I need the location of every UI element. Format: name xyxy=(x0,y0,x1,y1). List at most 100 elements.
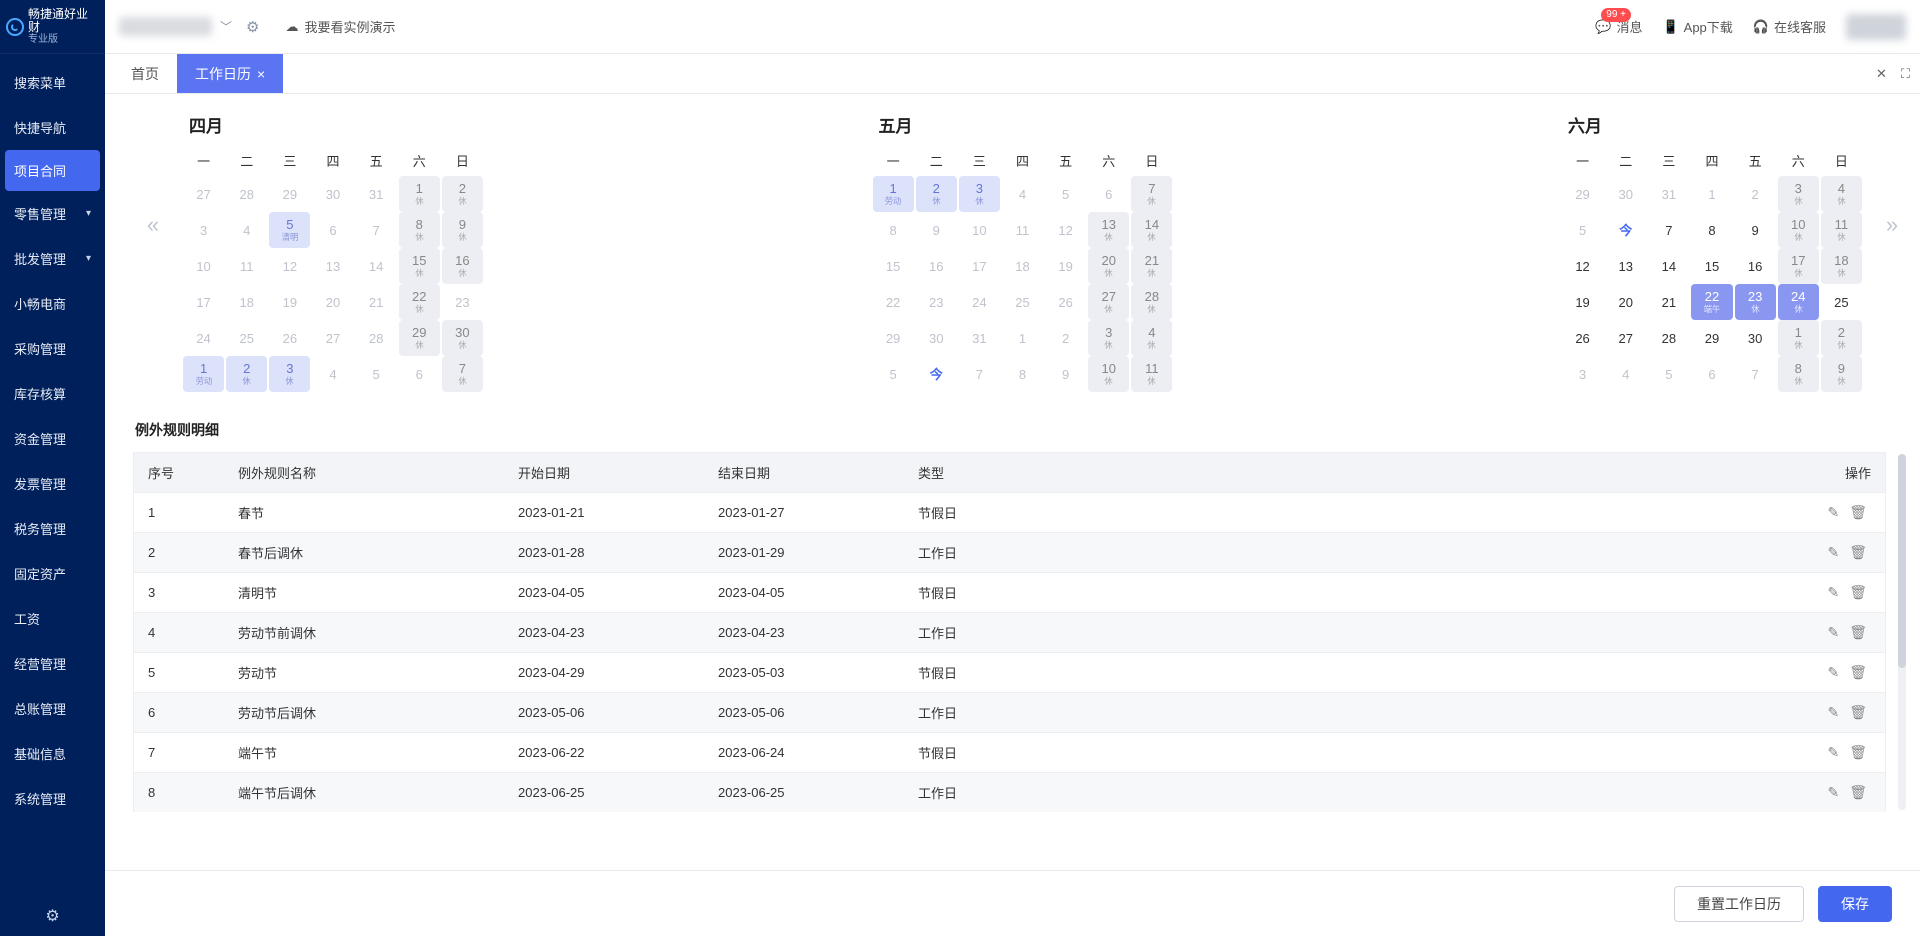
calendar-day[interactable]: 今 xyxy=(916,356,957,392)
sidebar-item[interactable]: 税务管理 xyxy=(0,506,105,551)
calendar-day[interactable]: 7 xyxy=(1735,356,1776,392)
sidebar-item[interactable]: 项目合同 xyxy=(5,150,100,191)
calendar-day[interactable]: 14 xyxy=(1648,248,1689,284)
calendar-day[interactable]: 31 xyxy=(1648,176,1689,212)
calendar-day[interactable]: 17 xyxy=(959,248,1000,284)
calendar-day[interactable]: 8休 xyxy=(399,212,440,248)
calendar-day[interactable]: 5 xyxy=(1562,212,1603,248)
calendar-day[interactable]: 5 xyxy=(873,356,914,392)
calendar-day[interactable]: 25 xyxy=(1821,284,1862,320)
calendar-day[interactable]: 26 xyxy=(1045,284,1086,320)
calendar-day[interactable]: 4 xyxy=(1605,356,1646,392)
calendar-day[interactable]: 9休 xyxy=(1821,356,1862,392)
fullscreen-icon[interactable]: ⛶ xyxy=(1901,66,1910,82)
user-avatar-blurred[interactable] xyxy=(1846,14,1906,40)
calendar-day[interactable]: 29 xyxy=(1562,176,1603,212)
calendar-day[interactable]: 1劳动 xyxy=(873,176,914,212)
calendar-day[interactable]: 6 xyxy=(1088,176,1129,212)
calendar-day[interactable]: 10 xyxy=(959,212,1000,248)
calendar-day[interactable]: 28 xyxy=(356,320,397,356)
calendar-day[interactable]: 31 xyxy=(356,176,397,212)
calendar-day[interactable]: 25 xyxy=(226,320,267,356)
calendar-day[interactable]: 6 xyxy=(312,212,353,248)
calendar-day[interactable]: 21休 xyxy=(1131,248,1172,284)
calendar-day[interactable]: 30 xyxy=(916,320,957,356)
calendar-day[interactable]: 11休 xyxy=(1131,356,1172,392)
calendar-day[interactable]: 1休 xyxy=(1778,320,1819,356)
calendar-day[interactable]: 13 xyxy=(312,248,353,284)
calendar-day[interactable]: 19 xyxy=(1045,248,1086,284)
delete-icon[interactable]: 🗑 xyxy=(1849,784,1867,801)
calendar-day[interactable]: 4 xyxy=(312,356,353,392)
calendar-day[interactable]: 16休 xyxy=(442,248,483,284)
delete-icon[interactable]: 🗑 xyxy=(1849,704,1867,721)
calendar-day[interactable]: 19 xyxy=(269,284,310,320)
sidebar-item[interactable]: 资金管理 xyxy=(0,416,105,461)
rules-scrollbar[interactable] xyxy=(1898,454,1906,810)
calendar-day[interactable]: 30休 xyxy=(442,320,483,356)
edit-icon[interactable]: ✎ xyxy=(1827,664,1839,681)
calendar-day[interactable]: 5 xyxy=(1648,356,1689,392)
calendar-day[interactable]: 1劳动 xyxy=(183,356,224,392)
calendar-day[interactable]: 16 xyxy=(916,248,957,284)
delete-icon[interactable]: 🗑 xyxy=(1849,624,1867,641)
customer-service-button[interactable]: 🎧 在线客服 xyxy=(1753,17,1826,36)
calendar-day[interactable]: 23休 xyxy=(1735,284,1776,320)
calendar-day[interactable]: 19 xyxy=(1562,284,1603,320)
calendar-day[interactable]: 9 xyxy=(1735,212,1776,248)
calendar-day[interactable]: 12 xyxy=(1045,212,1086,248)
calendar-day[interactable]: 4 xyxy=(226,212,267,248)
calendar-day[interactable]: 8 xyxy=(1691,212,1732,248)
calendar-day[interactable]: 12 xyxy=(1562,248,1603,284)
calendar-day[interactable]: 15 xyxy=(1691,248,1732,284)
calendar-day[interactable]: 3休 xyxy=(959,176,1000,212)
calendar-day[interactable]: 1 xyxy=(1691,176,1732,212)
calendar-day[interactable]: 6 xyxy=(1691,356,1732,392)
calendar-day[interactable]: 1 xyxy=(1002,320,1043,356)
calendar-day[interactable]: 26 xyxy=(1562,320,1603,356)
calendar-day[interactable]: 5 xyxy=(356,356,397,392)
calendar-day[interactable]: 14 xyxy=(356,248,397,284)
sidebar-item[interactable]: 小畅电商 xyxy=(0,281,105,326)
sidebar-item[interactable]: 总账管理 xyxy=(0,686,105,731)
calendar-day[interactable]: 9休 xyxy=(442,212,483,248)
calendar-day[interactable]: 23 xyxy=(442,284,483,320)
calendar-day[interactable]: 22 xyxy=(873,284,914,320)
calendar-day[interactable]: 3 xyxy=(1562,356,1603,392)
reset-calendar-button[interactable]: 重置工作日历 xyxy=(1674,886,1804,922)
save-button[interactable]: 保存 xyxy=(1818,886,1892,922)
calendar-day[interactable]: 20 xyxy=(1605,284,1646,320)
calendar-day[interactable]: 3 xyxy=(183,212,224,248)
delete-icon[interactable]: 🗑 xyxy=(1849,544,1867,561)
calendar-day[interactable]: 30 xyxy=(1735,320,1776,356)
calendar-day[interactable]: 5清明 xyxy=(269,212,310,248)
calendar-day[interactable]: 21 xyxy=(1648,284,1689,320)
calendar-day[interactable]: 30 xyxy=(312,176,353,212)
calendar-day[interactable]: 7 xyxy=(1648,212,1689,248)
calendar-day[interactable]: 3休 xyxy=(1778,176,1819,212)
calendar-day[interactable]: 2休 xyxy=(1821,320,1862,356)
calendar-day[interactable]: 22端午 xyxy=(1691,284,1732,320)
calendar-day[interactable]: 28 xyxy=(1648,320,1689,356)
sidebar-item[interactable]: 系统管理 xyxy=(0,776,105,821)
calendar-day[interactable]: 4 xyxy=(1002,176,1043,212)
calendar-day[interactable]: 22休 xyxy=(399,284,440,320)
tab-home[interactable]: 首页 xyxy=(113,54,177,93)
calendar-day[interactable]: 11 xyxy=(226,248,267,284)
calendar-day[interactable]: 3休 xyxy=(269,356,310,392)
calendar-day[interactable]: 29 xyxy=(1691,320,1732,356)
edit-icon[interactable]: ✎ xyxy=(1827,704,1839,721)
calendar-prev-button[interactable]: « xyxy=(133,112,173,238)
calendar-day[interactable]: 24 xyxy=(183,320,224,356)
calendar-day[interactable]: 11 xyxy=(1002,212,1043,248)
calendar-day[interactable]: 27 xyxy=(312,320,353,356)
edit-icon[interactable]: ✎ xyxy=(1827,624,1839,641)
close-panel-icon[interactable]: ✕ xyxy=(1876,66,1887,82)
calendar-day[interactable]: 13休 xyxy=(1088,212,1129,248)
calendar-day[interactable]: 29休 xyxy=(399,320,440,356)
calendar-day[interactable]: 7 xyxy=(959,356,1000,392)
app-download-button[interactable]: 📱 App下载 xyxy=(1662,17,1732,36)
calendar-day[interactable]: 18 xyxy=(226,284,267,320)
calendar-day[interactable]: 20 xyxy=(312,284,353,320)
sidebar-settings-icon[interactable]: ⚙ xyxy=(45,906,59,926)
